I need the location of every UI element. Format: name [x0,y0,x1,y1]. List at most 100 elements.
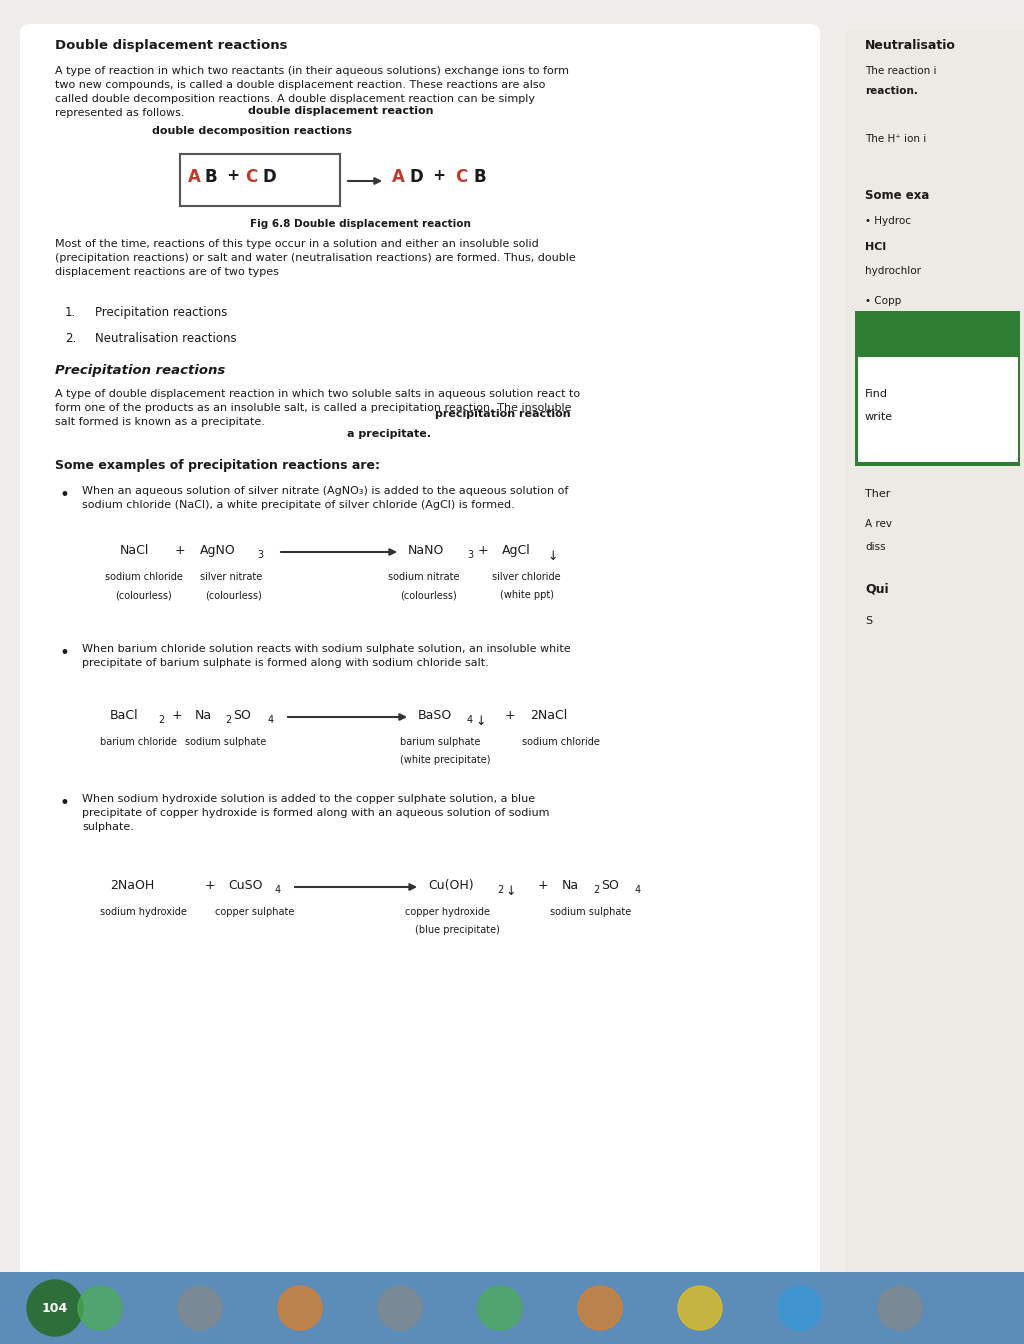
Text: precipitation reaction: precipitation reaction [435,409,570,419]
Text: CuO: CuO [865,349,892,362]
Text: A rev: A rev [865,519,892,530]
Text: Na: Na [562,879,580,892]
Text: C: C [245,168,257,185]
Text: sodium sulphate: sodium sulphate [185,737,266,747]
Text: • Hydroc: • Hydroc [865,216,911,226]
Text: Some exa: Some exa [865,190,930,202]
Text: AgNO: AgNO [200,544,236,556]
Text: Some examples of precipitation reactions are:: Some examples of precipitation reactions… [55,460,380,472]
Text: S: S [865,616,872,626]
Text: NaCl: NaCl [120,544,150,556]
Text: A: A [188,168,201,185]
Text: (white precipitate): (white precipitate) [400,755,490,765]
Text: copper hydroxide: copper hydroxide [406,907,490,917]
Circle shape [878,1286,922,1331]
Text: BaCl: BaCl [110,710,138,722]
Text: The reaction i: The reaction i [865,66,937,77]
Circle shape [27,1279,83,1336]
Text: SO: SO [233,710,251,722]
Text: silver chloride: silver chloride [492,573,560,582]
Text: silver nitrate: silver nitrate [200,573,262,582]
Text: Enrich: Enrich [865,372,909,384]
Text: +: + [205,879,216,892]
Circle shape [578,1286,622,1331]
Text: • Copp: • Copp [865,296,901,306]
Text: •: • [60,487,70,504]
Text: When an aqueous solution of silver nitrate (AgNO₃) is added to the aqueous solut: When an aqueous solution of silver nitra… [82,487,568,509]
Text: 1.: 1. [65,306,76,319]
Text: copper sulphate: copper sulphate [215,907,294,917]
Text: Neutralisation reactions: Neutralisation reactions [95,332,237,345]
Text: +: + [172,710,182,722]
Text: 2: 2 [225,715,231,724]
Circle shape [178,1286,222,1331]
Text: AgCl: AgCl [502,544,530,556]
Text: CuSO: CuSO [228,879,262,892]
Text: barium sulphate: barium sulphate [400,737,480,747]
Text: Precipitation reactions: Precipitation reactions [55,364,225,378]
Text: 4: 4 [268,715,274,724]
FancyBboxPatch shape [20,24,820,1284]
Text: sodium chloride: sodium chloride [105,573,183,582]
Text: (white ppt): (white ppt) [500,590,554,599]
Text: B: B [473,168,485,185]
Text: reaction.: reaction. [865,86,918,95]
Text: Neutralisatio: Neutralisatio [865,39,955,52]
Text: double displacement reaction: double displacement reaction [248,106,433,116]
Text: sodium sulphate: sodium sulphate [550,907,631,917]
Text: ↓: ↓ [547,550,557,563]
Text: ↓: ↓ [475,715,485,728]
Circle shape [378,1286,422,1331]
Text: 3: 3 [467,550,473,560]
Text: When sodium hydroxide solution is added to the copper sulphate solution, a blue
: When sodium hydroxide solution is added … [82,794,550,832]
Text: 4: 4 [275,884,282,895]
Text: (colourless): (colourless) [205,590,262,599]
Text: 2: 2 [593,884,599,895]
Text: +: + [505,710,516,722]
Text: sodium nitrate: sodium nitrate [388,573,460,582]
Circle shape [678,1286,722,1331]
Circle shape [78,1286,122,1331]
Text: Cu(OH): Cu(OH) [428,879,474,892]
Bar [0,1271,1024,1344]
Text: NaNO: NaNO [408,544,444,556]
Text: copp: copp [865,321,891,331]
Text: 2: 2 [158,715,164,724]
Text: C: C [455,168,467,185]
Text: +: + [222,168,240,183]
Circle shape [778,1286,822,1331]
Text: B: B [205,168,218,185]
Text: 2: 2 [497,884,503,895]
FancyBboxPatch shape [858,358,1018,462]
Text: +: + [428,168,446,183]
Text: double decomposition reactions: double decomposition reactions [152,126,352,136]
Text: Find: Find [865,388,888,399]
Text: ↓: ↓ [505,884,515,898]
Text: 4: 4 [635,884,641,895]
Text: When barium chloride solution reacts with sodium sulphate solution, an insoluble: When barium chloride solution reacts wit… [82,644,570,668]
Text: Na: Na [195,710,212,722]
Text: •: • [60,644,70,663]
Text: Precipitation reactions: Precipitation reactions [95,306,227,319]
Text: 2NaOH: 2NaOH [110,879,155,892]
Text: A type of reaction in which two reactants (in their aqueous solutions) exchange : A type of reaction in which two reactant… [55,66,569,118]
Text: sodium chloride: sodium chloride [522,737,600,747]
Text: 4: 4 [467,715,473,724]
Text: hydrochlor: hydrochlor [865,266,921,276]
Text: Enrich: Enrich [865,372,909,384]
Text: HCl: HCl [865,242,886,253]
Text: Double displacement reactions: Double displacement reactions [55,39,288,52]
Text: A: A [392,168,404,185]
Text: 3: 3 [257,550,263,560]
Text: (colourless): (colourless) [115,590,172,599]
Text: Qui: Qui [865,582,889,595]
Text: BaSO: BaSO [418,710,453,722]
Text: D: D [262,168,275,185]
Circle shape [278,1286,322,1331]
Text: (colourless): (colourless) [400,590,457,599]
FancyBboxPatch shape [845,30,1024,1279]
Text: The H⁺ ion i: The H⁺ ion i [865,134,927,144]
FancyBboxPatch shape [855,310,1020,466]
Text: (blue precipitate): (blue precipitate) [415,925,500,935]
Text: A type of double displacement reaction in which two soluble salts in aqueous sol: A type of double displacement reaction i… [55,388,581,427]
